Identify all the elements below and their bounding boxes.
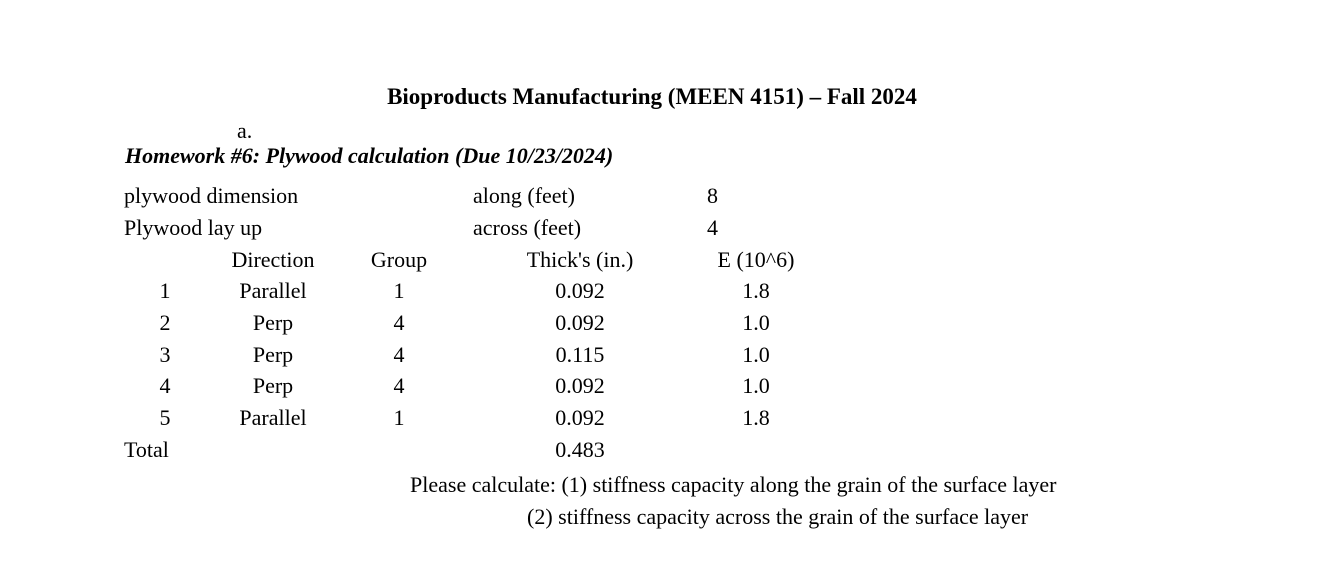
layer-thickness: 0.115 xyxy=(555,342,605,367)
layer-group: 4 xyxy=(393,310,405,335)
layer-thickness: 0.092 xyxy=(555,310,605,335)
header-direction: Direction xyxy=(231,247,315,272)
layer-group: 4 xyxy=(393,342,405,367)
table-row: 3 Perp 4 0.115 1.0 xyxy=(0,342,1329,370)
info-value: 4 xyxy=(707,215,718,240)
layer-modulus: 1.8 xyxy=(742,278,770,303)
instruction-text: (2) stiffness capacity across the grain … xyxy=(527,504,1029,529)
layer-number: 5 xyxy=(159,405,171,430)
layer-group: 1 xyxy=(393,278,405,303)
header-thickness: Thick's (in.) xyxy=(526,247,634,272)
instruction-text: Please calculate: (1) stiffness capacity… xyxy=(410,472,1057,497)
homework-heading: Homework #6: Plywood calculation (Due 10… xyxy=(125,143,614,168)
header-group: Group xyxy=(370,247,428,272)
page-title: Bioproducts Manufacturing (MEEN 4151) – … xyxy=(387,84,917,109)
layer-direction: Parallel xyxy=(239,405,307,430)
info-row-dimension: plywood dimension along (feet) 8 xyxy=(0,183,1329,211)
layer-number: 1 xyxy=(159,278,171,303)
layer-modulus: 1.0 xyxy=(742,373,770,398)
layer-thickness: 0.092 xyxy=(555,405,605,430)
table-row: 4 Perp 4 0.092 1.0 xyxy=(0,373,1329,401)
instruction-line-1: Please calculate: (1) stiffness capacity… xyxy=(0,472,1329,500)
layer-direction: Perp xyxy=(252,373,294,398)
layer-group: 4 xyxy=(393,373,405,398)
table-row: 2 Perp 4 0.092 1.0 xyxy=(0,310,1329,338)
list-marker-row: a. xyxy=(0,118,1329,146)
table-row: 1 Parallel 1 0.092 1.8 xyxy=(0,278,1329,306)
layer-number: 2 xyxy=(159,310,171,335)
layer-number: 3 xyxy=(159,342,171,367)
layer-direction: Perp xyxy=(252,310,294,335)
total-label: Total xyxy=(124,437,169,462)
homework-heading-row: Homework #6: Plywood calculation (Due 10… xyxy=(0,143,1329,171)
list-marker: a. xyxy=(237,118,253,143)
header-modulus: E (10^6) xyxy=(717,247,795,272)
info-direction-label: across (feet) xyxy=(473,215,582,240)
info-row-layup: Plywood lay up across (feet) 4 xyxy=(0,215,1329,243)
info-label: plywood dimension xyxy=(124,183,299,208)
info-value: 8 xyxy=(707,183,718,208)
table-total-row: Total 0.483 xyxy=(0,437,1329,465)
instruction-line-2: (2) stiffness capacity across the grain … xyxy=(0,504,1329,532)
layer-modulus: 1.8 xyxy=(742,405,770,430)
table-row: 5 Parallel 1 0.092 1.8 xyxy=(0,405,1329,433)
layer-group: 1 xyxy=(393,405,405,430)
info-label: Plywood lay up xyxy=(124,215,263,240)
layer-direction: Perp xyxy=(252,342,294,367)
layer-direction: Parallel xyxy=(239,278,307,303)
layer-modulus: 1.0 xyxy=(742,310,770,335)
layer-modulus: 1.0 xyxy=(742,342,770,367)
layer-thickness: 0.092 xyxy=(555,278,605,303)
table-header-row: Direction Group Thick's (in.) E (10^6) xyxy=(0,247,1329,275)
layer-number: 4 xyxy=(159,373,171,398)
total-thickness: 0.483 xyxy=(555,437,605,462)
info-direction-label: along (feet) xyxy=(473,183,575,208)
layer-thickness: 0.092 xyxy=(555,373,605,398)
